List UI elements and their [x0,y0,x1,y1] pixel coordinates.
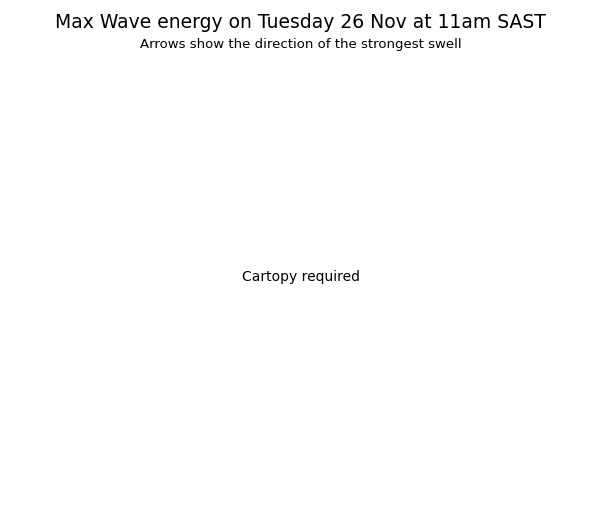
Text: Cartopy required: Cartopy required [242,270,359,284]
Text: Arrows show the direction of the strongest swell: Arrows show the direction of the stronge… [139,38,462,51]
Text: Max Wave energy on Tuesday 26 Nov at 11am SAST: Max Wave energy on Tuesday 26 Nov at 11a… [55,13,546,32]
